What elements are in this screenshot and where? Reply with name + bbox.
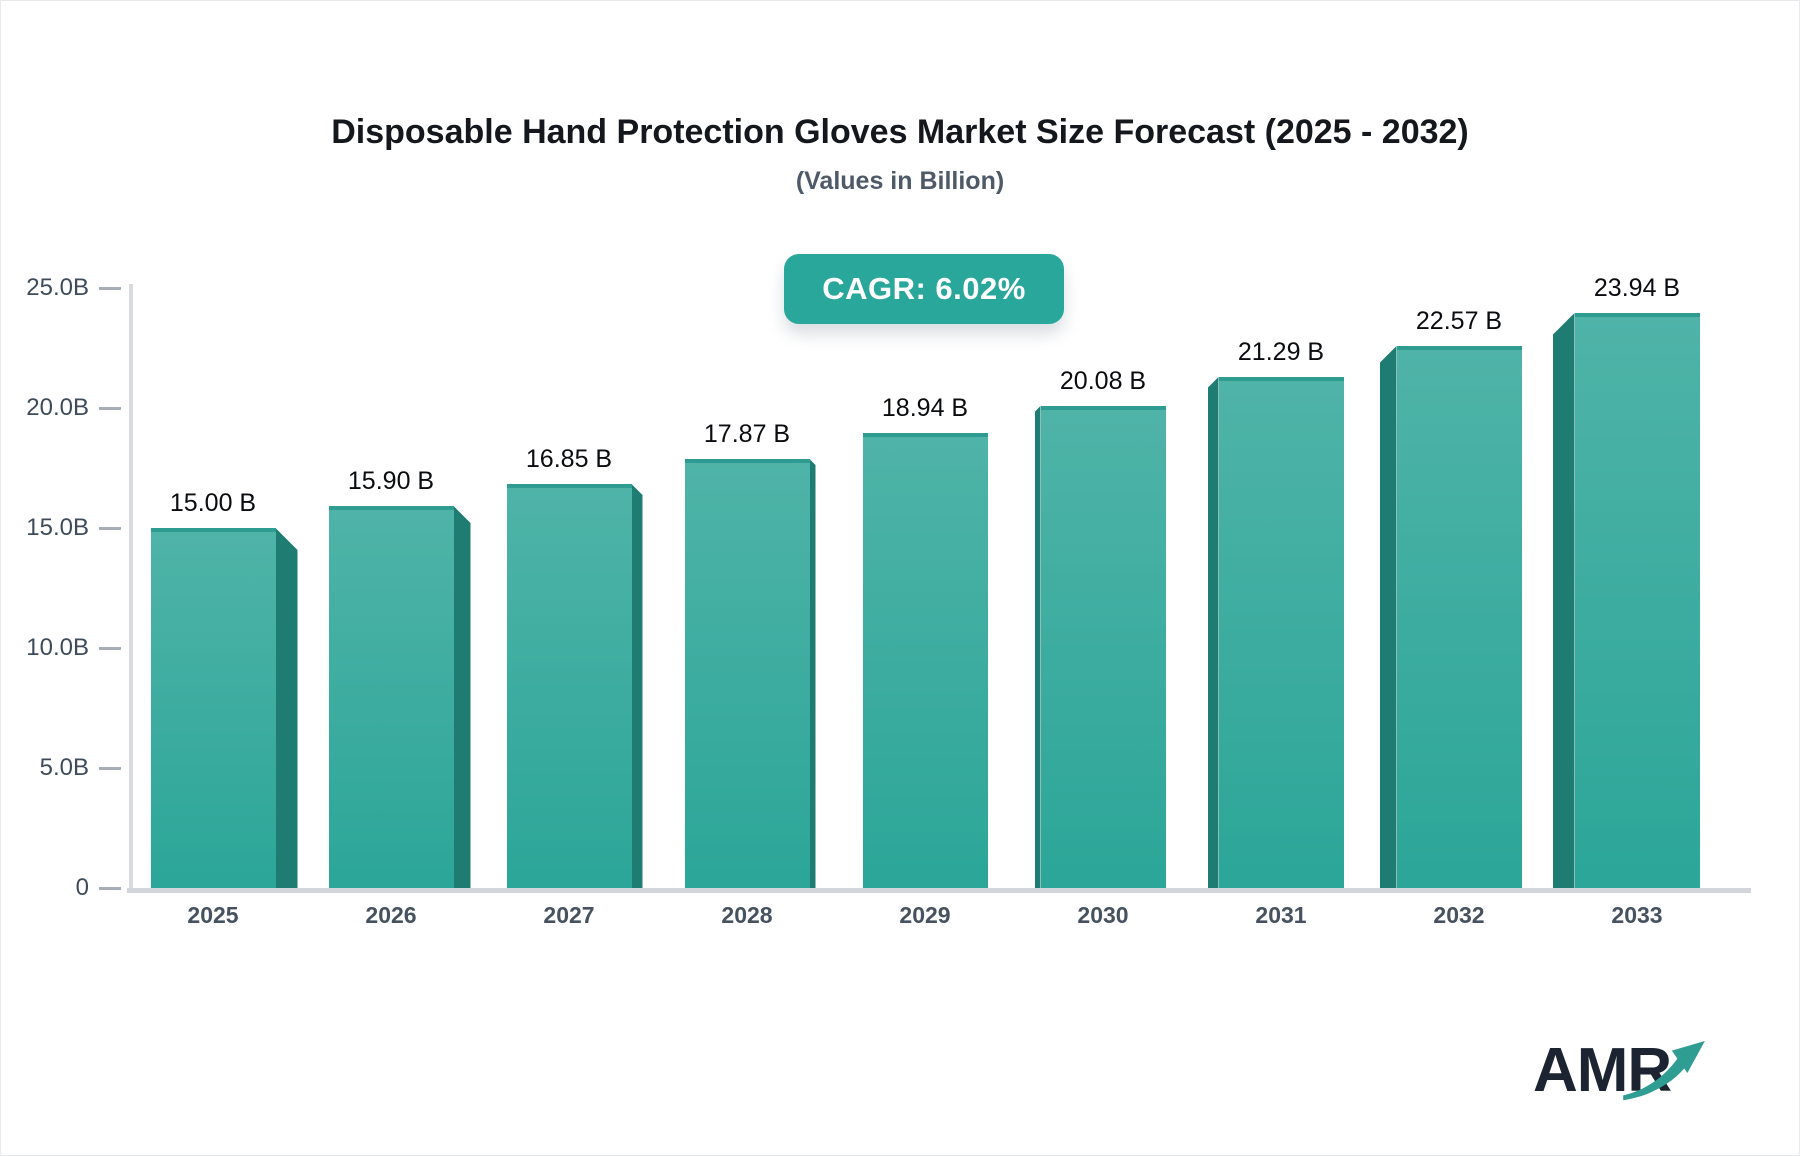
bar-side-face-2030 bbox=[1034, 406, 1041, 888]
y-tick-mark bbox=[99, 767, 121, 770]
y-tick-label: 5.0B bbox=[39, 754, 89, 781]
chart-title: Disposable Hand Protection Gloves Market… bbox=[331, 113, 1469, 151]
bar-2031 bbox=[1218, 377, 1344, 888]
bar-side-face-2027 bbox=[631, 484, 643, 888]
y-tick-mark bbox=[99, 287, 121, 290]
x-tick-label-2027: 2027 bbox=[543, 902, 595, 928]
bar-value-label: 20.08 B bbox=[1059, 367, 1147, 395]
bar-side-face-2028 bbox=[809, 459, 816, 888]
bar-2030 bbox=[1040, 406, 1166, 888]
bar-side-face-2025 bbox=[275, 528, 298, 888]
bar-value-label: 23.94 B bbox=[1593, 274, 1681, 302]
amr-logo: AMR bbox=[1529, 1029, 1739, 1119]
bar-side-face-2032 bbox=[1379, 346, 1397, 888]
y-tick-mark bbox=[99, 407, 121, 410]
y-tick-label: 0 bbox=[75, 874, 89, 901]
bar-value-label: 15.90 B bbox=[347, 467, 435, 495]
x-tick-label-2026: 2026 bbox=[365, 902, 417, 928]
y-tick-label: 25.0B bbox=[26, 274, 89, 301]
x-tick-label-2033: 2033 bbox=[1611, 902, 1663, 928]
bar-side-face-2033 bbox=[1552, 313, 1575, 888]
amr-logo-text: AMR bbox=[1533, 1036, 1672, 1105]
growth-arrow-icon bbox=[1623, 1040, 1705, 1101]
bar-side-face-2026 bbox=[453, 506, 471, 888]
cagr-badge-label: CAGR: 6.02% bbox=[822, 271, 1026, 306]
bar-value-label: 17.87 B bbox=[703, 420, 791, 448]
bar-value-label: 15.00 B bbox=[169, 489, 257, 517]
bar-2027 bbox=[506, 484, 632, 888]
y-tick-mark bbox=[99, 527, 121, 530]
y-tick-label: 15.0B bbox=[26, 514, 89, 541]
cagr-badge: CAGR: 6.02% bbox=[784, 254, 1064, 324]
y-tick-label: 20.0B bbox=[26, 394, 89, 421]
y-tick-label: 10.0B bbox=[26, 634, 89, 661]
x-axis-line bbox=[127, 888, 1751, 893]
x-tick-label-2030: 2030 bbox=[1077, 902, 1129, 928]
bar-value-label: 16.85 B bbox=[525, 445, 613, 473]
y-axis-line bbox=[129, 284, 133, 890]
bar-value-label: 22.57 B bbox=[1415, 307, 1503, 335]
x-tick-label-2029: 2029 bbox=[899, 902, 951, 928]
x-tick-label-2025: 2025 bbox=[187, 902, 239, 928]
y-tick-mark bbox=[99, 887, 121, 890]
bar-2033 bbox=[1574, 313, 1700, 888]
bar-2029 bbox=[862, 433, 988, 888]
bar-value-label: 21.29 B bbox=[1237, 338, 1325, 366]
bar-2026 bbox=[328, 506, 454, 888]
x-tick-label-2031: 2031 bbox=[1255, 902, 1307, 928]
bar-2032 bbox=[1396, 346, 1522, 888]
bar-value-label: 18.94 B bbox=[881, 394, 969, 422]
chart-subtitle: (Values in Billion) bbox=[795, 167, 1005, 195]
y-tick-mark bbox=[99, 647, 121, 650]
bar-2028 bbox=[684, 459, 810, 888]
x-tick-label-2032: 2032 bbox=[1433, 902, 1485, 928]
x-tick-label-2028: 2028 bbox=[721, 902, 773, 928]
bar-2025 bbox=[150, 528, 276, 888]
bar-side-face-2031 bbox=[1207, 377, 1219, 888]
